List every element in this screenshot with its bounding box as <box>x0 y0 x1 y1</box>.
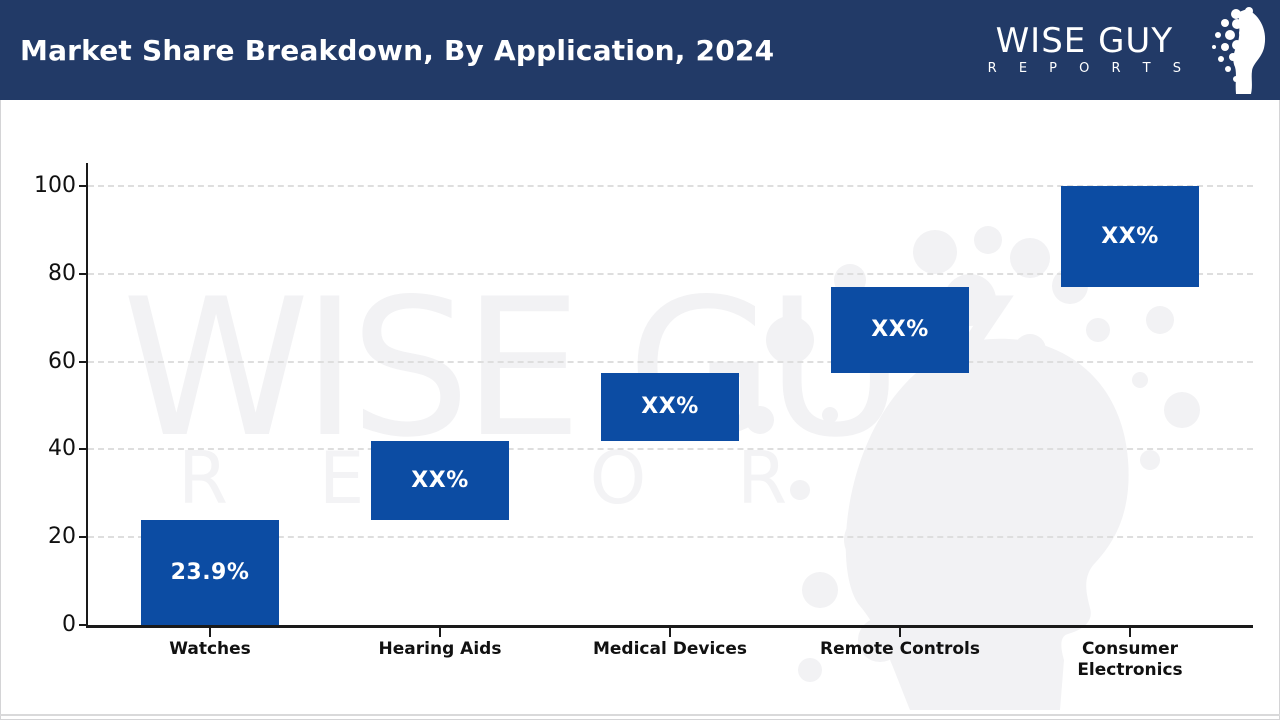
page-title: Market Share Breakdown, By Application, … <box>20 33 775 67</box>
bar-value-label: XX% <box>641 394 699 420</box>
bar-remote-controls: XX% <box>831 286 969 373</box>
x-tick-mark <box>1129 628 1131 637</box>
bar-value-label: 23.9% <box>170 560 250 586</box>
brand-logo: WISE GUY R E P O R T S <box>979 6 1280 94</box>
y-axis <box>86 163 88 627</box>
y-tick-mark <box>79 360 88 363</box>
brand-wordmark: WISE GUY R E P O R T S <box>979 23 1190 77</box>
category-label: Remote Controls <box>820 639 980 659</box>
category-label: Watches <box>169 639 251 659</box>
x-axis <box>86 625 1253 628</box>
y-tick-mark <box>79 185 88 187</box>
gridline <box>88 448 1253 451</box>
bar-value-label: XX% <box>411 467 469 493</box>
x-tick-mark <box>209 628 211 637</box>
bottom-border <box>0 714 1280 716</box>
x-tick-mark <box>669 628 671 637</box>
header-bar: Market Share Breakdown, By Application, … <box>0 0 1280 100</box>
bar-value-label: XX% <box>1101 223 1159 249</box>
y-tick-mark <box>79 448 88 451</box>
brand-name: WISE GUY <box>995 21 1174 61</box>
bar-consumer-electronics: XX% <box>1061 186 1199 287</box>
bar-medical-devices: XX% <box>601 372 739 441</box>
gridline <box>88 360 1253 363</box>
gridline <box>88 272 1253 275</box>
y-tick-label: 60 <box>48 348 76 374</box>
y-tick-mark <box>79 624 88 626</box>
bar-watches: 23.9% <box>141 520 279 625</box>
brand-face-icon <box>1212 7 1266 94</box>
category-label: Hearing Aids <box>378 639 502 659</box>
x-tick-mark <box>439 628 441 637</box>
y-tick-label: 40 <box>48 436 76 462</box>
y-tick-mark <box>79 536 88 539</box>
gridline <box>88 185 1253 187</box>
category-label: Medical Devices <box>592 639 747 659</box>
x-tick-mark <box>899 628 901 637</box>
bar-value-label: XX% <box>871 317 929 343</box>
y-tick-mark <box>79 272 88 275</box>
gridline <box>88 536 1253 539</box>
y-tick-label: 20 <box>48 524 76 550</box>
y-tick-label: 80 <box>48 260 76 286</box>
brand-subtitle: R E P O R T S <box>987 61 1190 76</box>
y-tick-label: 100 <box>34 173 76 198</box>
y-tick-label: 0 <box>62 612 76 637</box>
category-label: Consumer Electronics <box>1077 639 1183 680</box>
bar-hearing-aids: XX% <box>371 440 509 521</box>
